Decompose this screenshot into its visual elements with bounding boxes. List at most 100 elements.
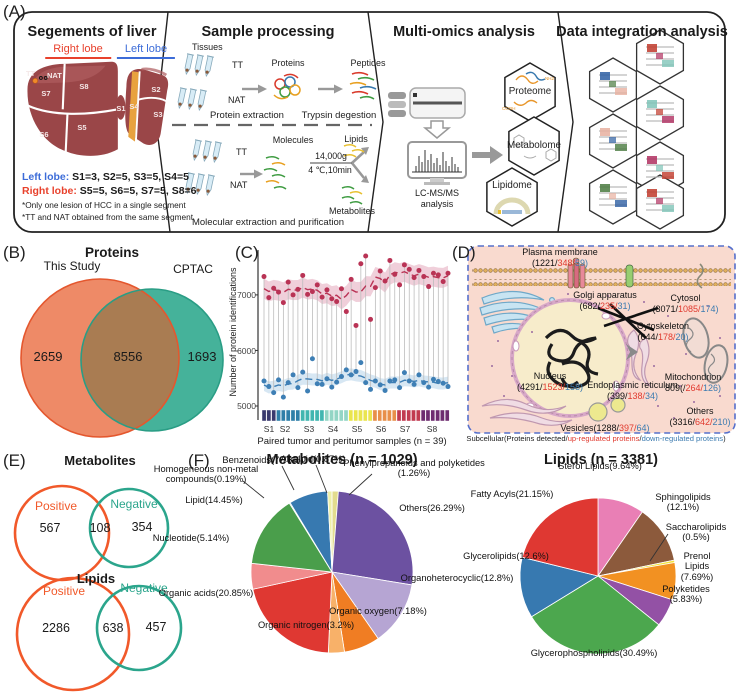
caption-seg-4: down-regulated proteins — [641, 434, 724, 443]
l-label-prenol: Prenol Lipids (7.69%) — [680, 551, 714, 582]
cytoskeleton-detected: (644/ — [637, 331, 658, 342]
venn-b-mid-count: 8556 — [113, 349, 143, 364]
mitochondria — [682, 317, 729, 384]
panel-label-e: (E) — [3, 451, 26, 470]
lipids-squiggle — [343, 143, 365, 158]
liver-seg-s5: S5 — [77, 123, 87, 132]
golgi-up: 235/ — [599, 300, 618, 311]
nucleus-down: 158) — [565, 381, 584, 392]
nat-marker-label: NAT — [47, 71, 62, 80]
l-label-glycerophospholipids: Glycerophospholipids(30.49%) — [530, 648, 658, 658]
liver-seg-s2: S2 — [151, 85, 161, 94]
cytoplasm-dots — [491, 293, 721, 419]
c-seg-s5: S5 — [351, 424, 363, 434]
label-vesicles: Vesicles(1288/397/64) — [540, 423, 670, 434]
protein-id-scatter — [255, 250, 451, 422]
c-seg-s2: S2 — [279, 424, 291, 434]
legend-right-lobe: Right lobe: S5=5, S6=5, S7=5, S8=6 — [22, 185, 197, 197]
nucleus-detected: (4291/ — [516, 381, 543, 392]
cytoskeleton-up: 178/ — [657, 331, 676, 342]
centrifuge-condition: 4 ℃,10min — [308, 165, 352, 175]
caption-seg-3: / — [639, 434, 642, 443]
cytosol-down: 174) — [700, 303, 719, 314]
cooh-label: COOH — [502, 106, 516, 111]
caption-seg-5: ) — [723, 434, 726, 443]
legend-left-key: Left lobe: — [22, 171, 70, 183]
lipids-neg-count: 457 — [145, 620, 167, 634]
pie-leader-lines — [242, 464, 669, 562]
liver-seg-s7: S7 — [41, 89, 51, 98]
sectionA1-title: Segements of liver — [27, 24, 157, 40]
nat-label-2: NAT — [230, 180, 248, 190]
tt-marker-label: TT — [26, 69, 36, 78]
l-label-polyketides: Polyketides (5.83%) — [662, 584, 710, 605]
c-seg-s8: S8 — [426, 424, 438, 434]
molecules-label: Molecules — [272, 135, 314, 145]
liver-seg-s4: S4 — [129, 102, 139, 111]
liver-seg-s8: S8 — [79, 82, 89, 91]
others-down: 210) — [712, 416, 731, 427]
m-label-homogeneous: Homogeneous non-metal compounds(0.19%) — [153, 464, 259, 485]
pm-up: 348/ — [557, 257, 576, 268]
pm-down: 59) — [575, 257, 589, 268]
c-seg-s6: S6 — [375, 424, 387, 434]
c-ytick-6000: 6000 — [237, 346, 256, 356]
m-label-organoheterocyclic: Organoheterocyclic(12.8%) — [400, 573, 514, 583]
tt-label-1: TT — [232, 60, 243, 70]
vesicles-detected: (1288/ — [593, 423, 619, 433]
metabolites-pos-count: 567 — [39, 521, 61, 535]
panel-label-b: (B) — [3, 243, 26, 262]
l-label-fatty-acyls: Fatty Acyls(21.15%) — [470, 489, 554, 499]
pie-metabolites-title: Metabolites (n = 1029) — [266, 452, 418, 468]
footnote-2: *TT and NAT obtained from the same segme… — [22, 212, 194, 222]
l-label-sterol: Sterol Lipids(9.64%) — [558, 461, 642, 471]
tissues-label: Tissues — [192, 42, 223, 52]
mito-detected: 809(/ — [664, 382, 686, 393]
peptides-squiggle — [349, 71, 377, 100]
venn-e-metabolites-title: Metabolites — [64, 453, 136, 468]
sectionA2-title: Sample processing — [201, 24, 335, 40]
peptides-label: Peptides — [350, 58, 386, 68]
mito-down: 126) — [703, 382, 722, 393]
sectionA3-title: Multi-omics analysis — [393, 24, 535, 40]
c-seg-s7: S7 — [399, 424, 411, 434]
cptac-label: CPTAC — [173, 262, 213, 276]
m-label-organic-oxygen: Organic oxygen(7.18%) — [329, 606, 427, 616]
lipids-overlap-count: 638 — [102, 621, 124, 635]
vesicles-down: 64) — [636, 423, 650, 433]
vesicles-name: Vesicles — [560, 423, 594, 433]
pie-metabolites — [250, 490, 414, 654]
golgi-down: 31) — [617, 300, 631, 311]
lipids-label: Lipids — [344, 134, 368, 144]
gray-arrow-blob — [626, 344, 638, 360]
left-lobe-label: Left lobe — [116, 43, 176, 59]
membrane-proteins — [567, 257, 704, 289]
er-up: 138/ — [627, 390, 646, 401]
others-detected: (3316/ — [669, 416, 695, 427]
subcellular-caption: Subcellular(Proteins detected/up-regulat… — [455, 434, 737, 443]
lcms-line1: LC-MS/MS — [414, 188, 460, 198]
c-seg-s4: S4 — [327, 424, 339, 434]
metabolites-negative-label: Negative — [110, 497, 158, 511]
lipidome-decor — [493, 197, 531, 215]
lipids-negative-label: Negative — [120, 581, 168, 595]
centrifuge-speed: 14,000g — [315, 151, 347, 161]
m-label-organic-acids: Organic acids(20.85%) — [158, 588, 254, 598]
m-label-lipid: Lipid(14.45%) — [185, 495, 243, 505]
lcms-line2: analysis — [420, 199, 454, 209]
mito-up: 264/ — [685, 382, 704, 393]
c-ytick-7000: 7000 — [237, 290, 256, 300]
er-down: 34) — [645, 390, 659, 401]
label-golgi: Golgi apparatus (682/235/31) — [545, 290, 665, 311]
golgi-name: Golgi apparatus — [573, 290, 637, 300]
panel-label-d: (D) — [452, 243, 476, 262]
proteins-squiggle — [273, 73, 301, 100]
legend-right-key: Right lobe: — [22, 185, 77, 197]
m-label-nucleotide: Nucleotide(5.14%) — [152, 533, 230, 543]
liver-illustration — [27, 61, 169, 156]
er-name: Endoplasmic reticulum — [587, 380, 678, 390]
m-label-others: Others(26.29%) — [399, 503, 465, 513]
venn-proteins — [20, 278, 224, 438]
